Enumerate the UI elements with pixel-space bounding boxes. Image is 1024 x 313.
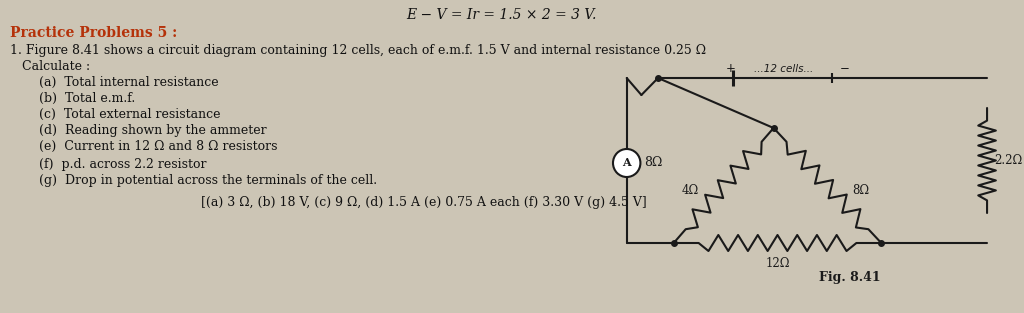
Circle shape — [613, 149, 640, 177]
Text: 4Ω: 4Ω — [682, 183, 698, 197]
Text: (a)  Total internal resistance: (a) Total internal resistance — [39, 76, 219, 89]
Text: Calculate :: Calculate : — [22, 60, 90, 73]
Text: ...12 cells...: ...12 cells... — [754, 64, 813, 74]
Text: (c)  Total external resistance: (c) Total external resistance — [39, 108, 220, 121]
Text: (d)  Reading shown by the ammeter: (d) Reading shown by the ammeter — [39, 124, 267, 137]
Text: E − V = Ir = 1.5 × 2 = 3 V.: E − V = Ir = 1.5 × 2 = 3 V. — [407, 8, 597, 22]
Text: −: − — [840, 62, 850, 75]
Text: A: A — [623, 157, 631, 168]
Text: (b)  Total e.m.f.: (b) Total e.m.f. — [39, 92, 135, 105]
Text: [(a) 3 Ω, (b) 18 V, (c) 9 Ω, (d) 1.5 A (e) 0.75 A each (f) 3.30 V (g) 4.5 V]: [(a) 3 Ω, (b) 18 V, (c) 9 Ω, (d) 1.5 A (… — [201, 196, 646, 209]
Text: 12Ω: 12Ω — [765, 257, 790, 270]
Text: 1. Figure 8.41 shows a circuit diagram containing 12 cells, each of e.m.f. 1.5 V: 1. Figure 8.41 shows a circuit diagram c… — [10, 44, 706, 57]
Text: (g)  Drop in potential across the terminals of the cell.: (g) Drop in potential across the termina… — [39, 174, 377, 187]
Text: +: + — [726, 62, 735, 75]
Text: Fig. 8.41: Fig. 8.41 — [819, 271, 881, 284]
Text: Practice Problems 5 :: Practice Problems 5 : — [10, 26, 177, 40]
Text: 2.2Ω: 2.2Ω — [994, 153, 1022, 167]
Text: (f)  p.d. across 2.2 resistor: (f) p.d. across 2.2 resistor — [39, 158, 207, 171]
Text: 8Ω: 8Ω — [644, 156, 663, 170]
Text: (e)  Current in 12 Ω and 8 Ω resistors: (e) Current in 12 Ω and 8 Ω resistors — [39, 140, 278, 153]
Text: 8Ω: 8Ω — [852, 183, 869, 197]
